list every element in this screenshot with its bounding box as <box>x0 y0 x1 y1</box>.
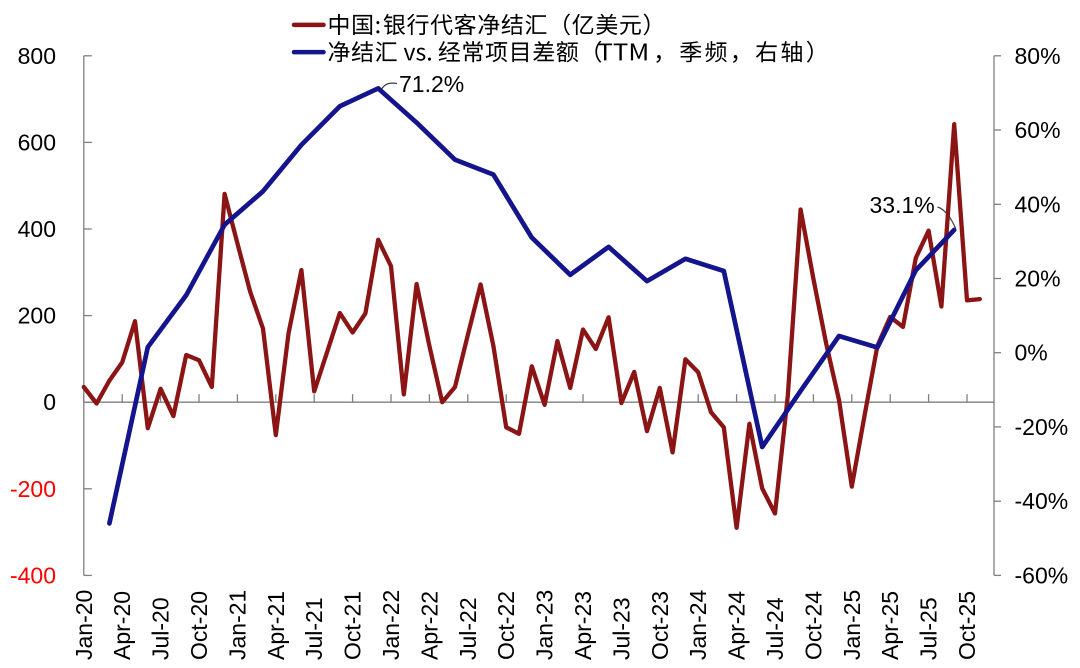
svg-text:Oct-24: Oct-24 <box>800 591 826 660</box>
svg-text:Jan-25: Jan-25 <box>839 590 865 660</box>
svg-text:800: 800 <box>18 43 56 69</box>
svg-text:Jul-24: Jul-24 <box>762 597 788 660</box>
svg-text:33.1%: 33.1% <box>870 192 935 218</box>
svg-text:-60%: -60% <box>1015 562 1069 588</box>
svg-text:600: 600 <box>18 129 56 155</box>
svg-text:-20%: -20% <box>1015 414 1069 440</box>
svg-text:-400: -400 <box>10 562 56 588</box>
svg-text:Oct-21: Oct-21 <box>340 591 366 660</box>
svg-text:Jan-23: Jan-23 <box>532 590 558 660</box>
svg-text:Jan-22: Jan-22 <box>378 590 404 660</box>
svg-text:Jan-21: Jan-21 <box>224 590 250 660</box>
svg-text:200: 200 <box>18 303 56 329</box>
svg-text:71.2%: 71.2% <box>399 71 464 97</box>
svg-text:400: 400 <box>18 216 56 242</box>
svg-text:Jul-23: Jul-23 <box>608 597 634 660</box>
svg-text:Apr-22: Apr-22 <box>416 591 442 660</box>
svg-text:Oct-25: Oct-25 <box>954 591 980 660</box>
svg-text:Oct-22: Oct-22 <box>493 591 519 660</box>
svg-text:Jan-24: Jan-24 <box>685 589 711 660</box>
svg-text:Jul-21: Jul-21 <box>301 597 327 660</box>
svg-text:Oct-23: Oct-23 <box>647 591 673 660</box>
svg-text:Apr-21: Apr-21 <box>263 591 289 660</box>
svg-text:0: 0 <box>43 389 56 415</box>
svg-text:-200: -200 <box>10 476 56 502</box>
svg-text:0%: 0% <box>1015 340 1048 366</box>
svg-text:Jul-22: Jul-22 <box>455 597 481 660</box>
svg-text:Apr-20: Apr-20 <box>109 591 135 660</box>
svg-text:Apr-24: Apr-24 <box>724 591 750 660</box>
svg-text:Jul-25: Jul-25 <box>916 597 942 660</box>
svg-text:Jan-20: Jan-20 <box>71 590 97 660</box>
svg-text:Apr-25: Apr-25 <box>877 591 903 660</box>
svg-text:20%: 20% <box>1015 266 1061 292</box>
svg-text:Oct-20: Oct-20 <box>186 591 212 660</box>
svg-text:Apr-23: Apr-23 <box>570 591 596 660</box>
svg-text:60%: 60% <box>1015 117 1061 143</box>
svg-text:80%: 80% <box>1015 43 1061 69</box>
svg-text:-40%: -40% <box>1015 488 1069 514</box>
svg-text:Jul-20: Jul-20 <box>148 597 174 660</box>
svg-text:40%: 40% <box>1015 191 1061 217</box>
